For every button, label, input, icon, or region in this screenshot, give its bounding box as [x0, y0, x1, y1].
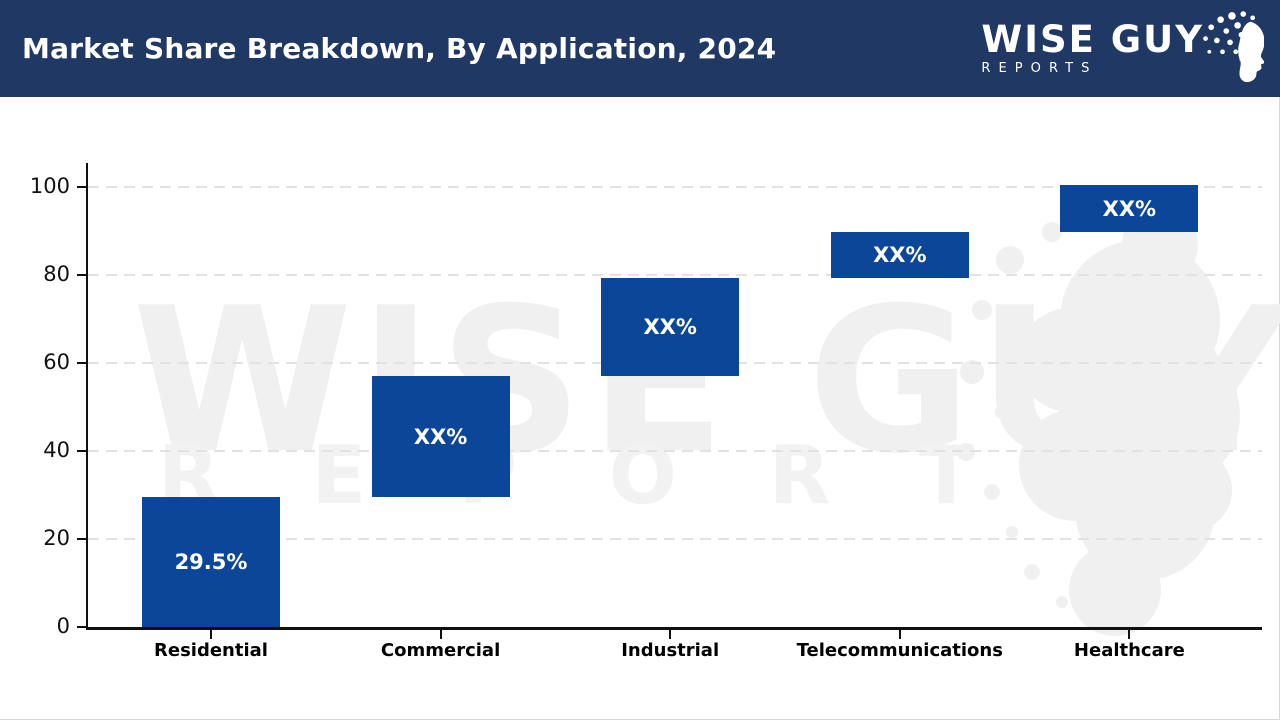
x-tick-mark [669, 630, 672, 639]
bar-value-label: XX% [643, 315, 697, 340]
y-axis-line [86, 163, 88, 630]
gridline-80 [88, 274, 1262, 276]
bar-healthcare: XX% [1060, 185, 1199, 233]
gridline-40 [88, 450, 1262, 452]
bar-commercial: XX% [371, 376, 510, 498]
y-tick-label: 40 [43, 438, 70, 462]
logo-face-icon [1203, 11, 1264, 82]
page-title: Market Share Breakdown, By Application, … [22, 32, 777, 65]
bar-industrial: XX% [601, 278, 740, 377]
y-tick-label: 80 [43, 262, 70, 286]
logo-wordmark: WISE GUY [981, 17, 1204, 61]
bar-value-label: XX% [873, 243, 927, 268]
y-tick-label: 100 [29, 174, 70, 198]
y-tick-mark [77, 450, 86, 452]
x-tick-mark [898, 630, 901, 639]
y-tick-mark [77, 274, 86, 276]
header: Market Share Breakdown, By Application, … [0, 0, 1280, 97]
wise-guy-logo: WISE GUY REPORTS [981, 10, 1264, 86]
x-category-label: Industrial [621, 640, 720, 661]
y-tick-mark [77, 626, 86, 628]
x-tick-mark [1128, 630, 1131, 639]
x-axis-line [86, 627, 1262, 630]
y-tick-label: 20 [43, 526, 70, 550]
x-tick-mark [210, 630, 212, 639]
y-tick-label: 0 [56, 614, 70, 638]
x-category-label: Residential [154, 640, 268, 661]
y-tick-label: 60 [43, 350, 70, 374]
bar-telecommunications: XX% [830, 232, 969, 279]
gridline-100 [88, 186, 1262, 188]
logo-text: WISE GUY REPORTS [981, 21, 1204, 76]
x-category-label: Telecommunications [796, 640, 1003, 661]
bar-value-label: XX% [1102, 196, 1157, 221]
y-tick-mark [77, 362, 86, 364]
bar-value-label: 29.5% [174, 550, 248, 575]
y-tick-mark [77, 186, 86, 188]
bar-residential: 29.5% [142, 497, 280, 627]
x-tick-mark [439, 630, 442, 639]
x-category-label: Commercial [380, 640, 501, 661]
gridline-20 [88, 538, 1262, 540]
y-tick-mark [77, 538, 86, 540]
x-category-label: Healthcare [1073, 640, 1185, 661]
bar-value-label: XX% [413, 424, 468, 449]
logo-subtitle: REPORTS [981, 60, 1098, 76]
